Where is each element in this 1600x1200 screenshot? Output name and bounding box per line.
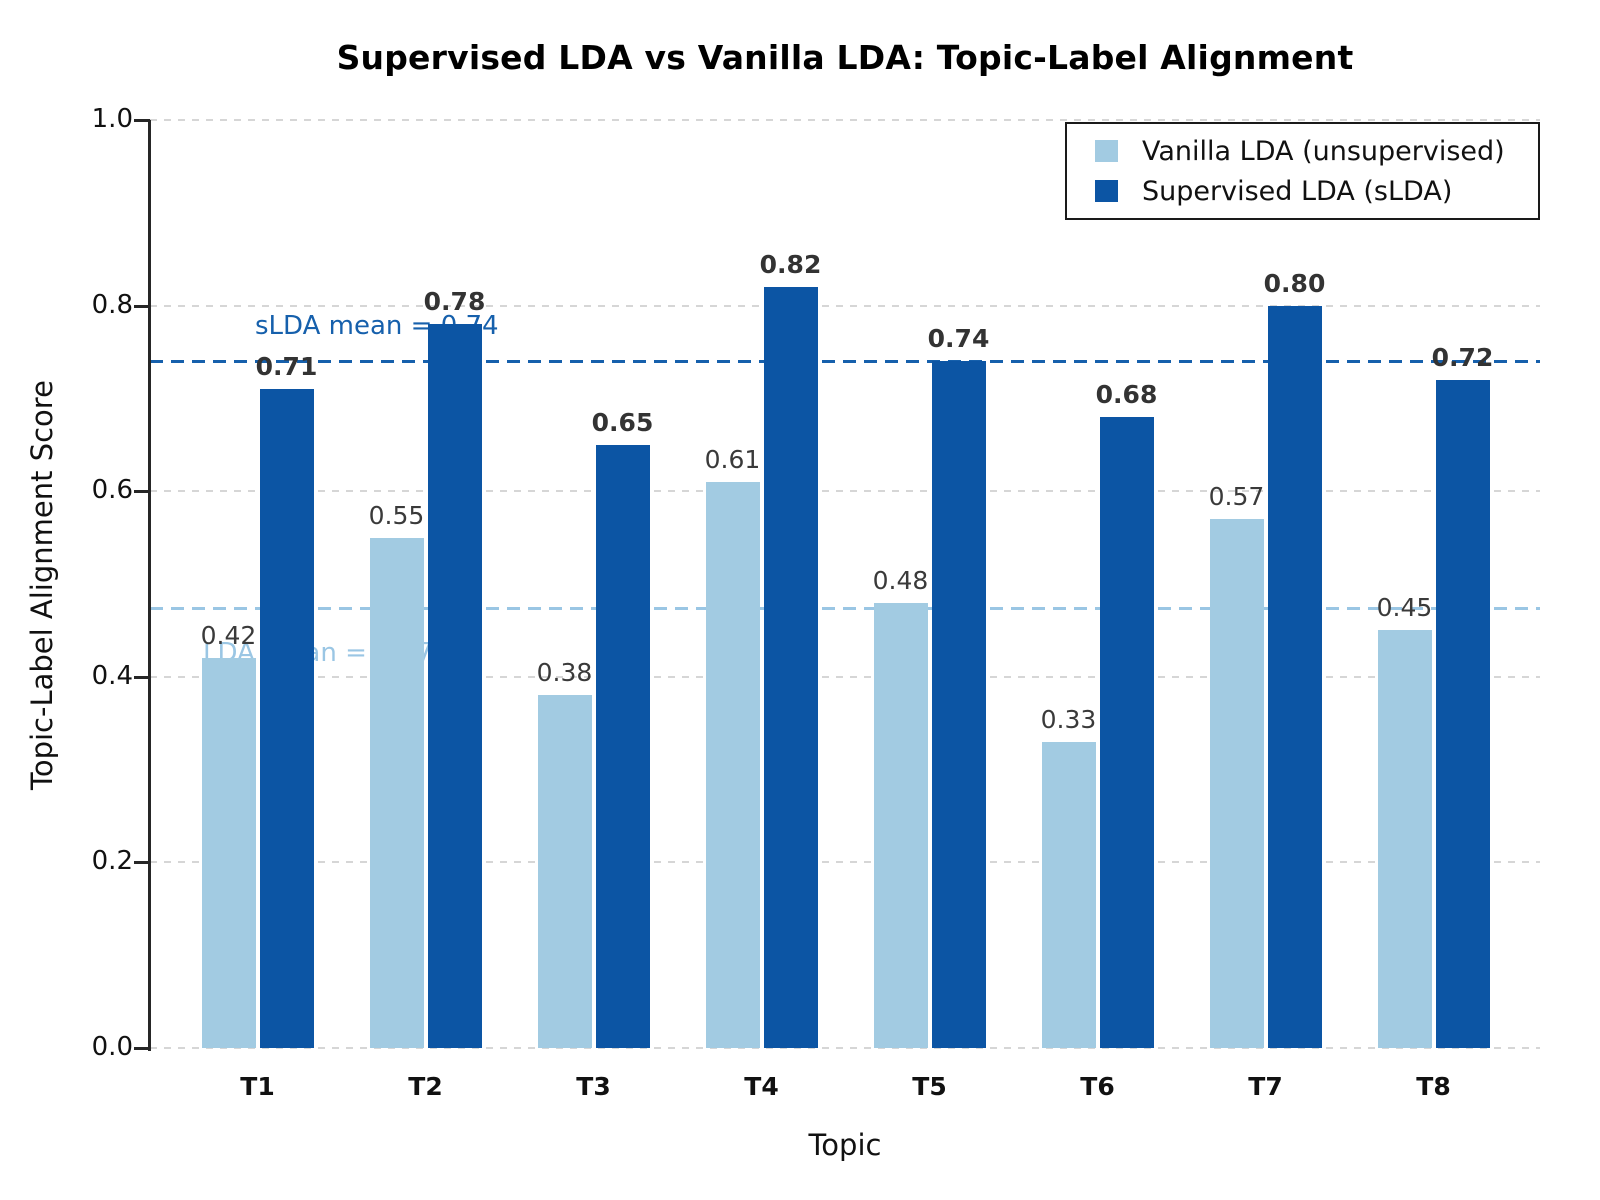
bar-value-label-slda-t8: 0.72 <box>1431 342 1494 372</box>
y-tick-label: 0.8 <box>91 289 133 320</box>
bar-vanilla-t2 <box>369 537 424 1048</box>
bar-value-label-vanilla-t3: 0.38 <box>536 658 593 688</box>
y-gridline <box>150 675 1540 678</box>
bar-value-label-slda-t5: 0.74 <box>927 324 990 354</box>
bar-vanilla-t1 <box>201 658 256 1048</box>
y-gridline <box>150 304 1540 307</box>
bar-vanilla-t8 <box>1377 630 1432 1048</box>
bar-value-label-vanilla-t7: 0.57 <box>1208 482 1265 512</box>
bar-slda-t6 <box>1099 416 1154 1048</box>
legend-label-supervised-lda: Supervised LDA (sLDA) <box>1142 175 1453 207</box>
y-tickmark <box>134 490 150 494</box>
bar-value-label-vanilla-t4: 0.61 <box>704 444 761 474</box>
x-tick-label-t7: T7 <box>1248 1072 1283 1101</box>
y-tick-label: 1.0 <box>91 104 133 134</box>
chart-title: Supervised LDA vs Vanilla LDA: Topic-Lab… <box>336 38 1354 77</box>
x-tick-label-t6: T6 <box>1080 1072 1115 1101</box>
y-tick-label: 0.0 <box>91 1032 133 1062</box>
bar-vanilla-t6 <box>1041 741 1096 1048</box>
y-gridline <box>150 490 1540 493</box>
bar-value-label-slda-t6: 0.68 <box>1095 379 1158 409</box>
bar-vanilla-t5 <box>873 602 928 1048</box>
bar-slda-t3 <box>595 444 650 1048</box>
reference-line-lda-mean <box>150 607 1540 611</box>
reference-line-slda-mean <box>150 360 1540 364</box>
x-tick-label-t4: T4 <box>744 1072 779 1101</box>
y-tickmark <box>134 119 150 122</box>
bar-value-label-vanilla-t2: 0.55 <box>368 500 425 530</box>
bar-slda-t5 <box>931 361 986 1048</box>
y-gridline <box>150 119 1540 121</box>
bar-value-label-vanilla-t5: 0.48 <box>872 565 929 595</box>
bar-slda-t4 <box>763 287 818 1048</box>
bar-value-label-slda-t1: 0.71 <box>255 352 318 382</box>
y-axis-spine <box>148 120 151 1051</box>
y-tickmark <box>134 1047 150 1050</box>
y-tickmark <box>134 861 150 865</box>
legend-swatch-supervised-lda <box>1095 180 1118 202</box>
y-gridline <box>150 1047 1540 1049</box>
y-tickmark <box>134 675 150 679</box>
bar-value-label-vanilla-t1: 0.42 <box>200 621 257 651</box>
bar-value-label-slda-t4: 0.82 <box>759 250 822 280</box>
bar-vanilla-t4 <box>705 481 760 1048</box>
x-tick-label-t3: T3 <box>576 1072 611 1101</box>
bar-value-label-vanilla-t8: 0.45 <box>1376 593 1433 623</box>
bar-slda-t2 <box>427 324 482 1048</box>
legend: Vanilla LDA (unsupervised) Supervised LDA… <box>1065 122 1540 220</box>
x-tick-label-t1: T1 <box>240 1072 275 1101</box>
bar-value-label-vanilla-t6: 0.33 <box>1040 704 1097 734</box>
x-tick-label-t2: T2 <box>408 1072 443 1101</box>
y-tick-label: 0.6 <box>91 475 133 506</box>
y-gridline <box>150 861 1540 864</box>
bar-value-label-slda-t7: 0.80 <box>1263 268 1326 298</box>
x-tick-label-t8: T8 <box>1416 1072 1451 1101</box>
y-axis-label: Topic-Label Alignment Score <box>25 380 59 790</box>
legend-swatch-vanilla-lda <box>1095 140 1118 162</box>
x-tick-label-t5: T5 <box>912 1072 947 1101</box>
bar-value-label-slda-t2: 0.78 <box>423 287 486 317</box>
bar-vanilla-t3 <box>537 695 592 1048</box>
y-tick-label: 0.4 <box>91 660 133 691</box>
bar-slda-t1 <box>259 389 314 1048</box>
bar-vanilla-t7 <box>1209 519 1264 1048</box>
legend-label-vanilla-lda: Vanilla LDA (unsupervised) <box>1142 135 1505 167</box>
bar-slda-t8 <box>1435 379 1490 1048</box>
x-axis-label: Topic <box>808 1128 882 1162</box>
legend-item-vanilla-lda: Vanilla LDA (unsupervised) <box>1095 136 1538 167</box>
legend-item-supervised-lda: Supervised LDA (sLDA) <box>1095 176 1538 207</box>
y-tick-label: 0.2 <box>91 846 133 877</box>
bar-slda-t7 <box>1267 305 1322 1048</box>
y-tickmark <box>134 304 150 308</box>
bar-value-label-slda-t3: 0.65 <box>591 407 654 437</box>
